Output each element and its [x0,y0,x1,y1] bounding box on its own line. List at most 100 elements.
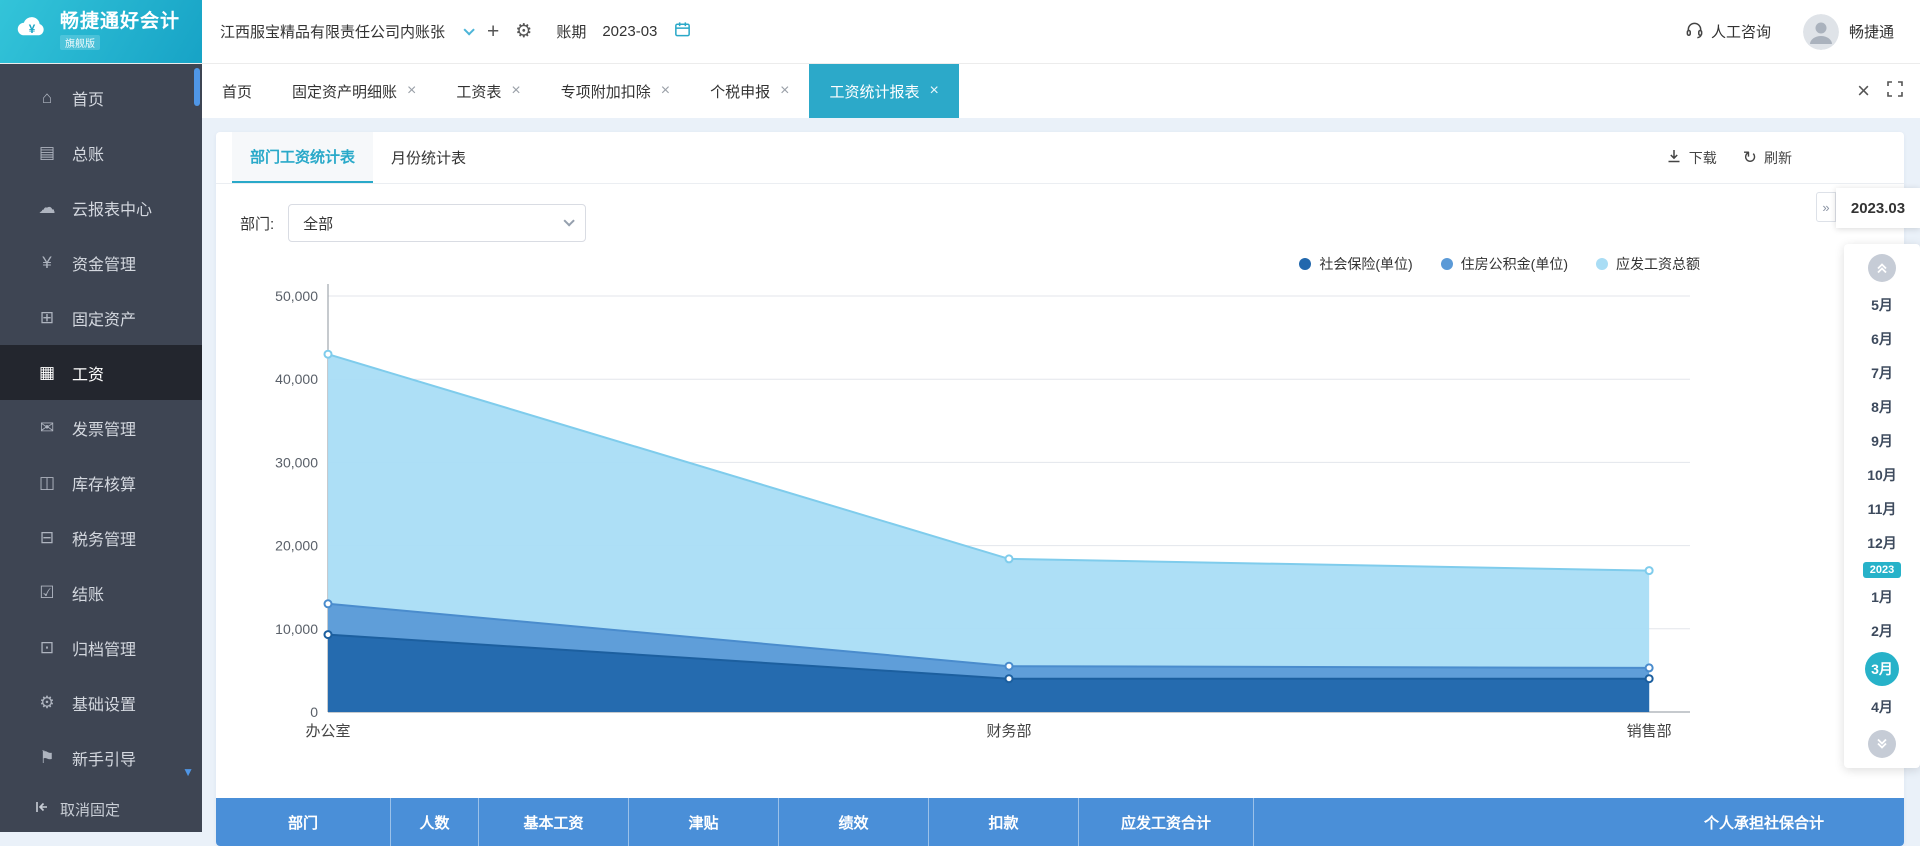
refresh-button[interactable]: ↻ 刷新 [1743,148,1792,168]
svg-text:40,000: 40,000 [275,371,318,387]
month-6月[interactable]: 6月 [1871,331,1893,347]
sidebar: ⌂ 首页 ▤ 总账 ☁ 云报表中心 ¥ 资金管理 ⊞ 固定资产 ▦ 工资 ✉ 发票管理 ◫ 库存核算 ⊟ 税务管理… [0,64,202,832]
settings-icon: ⚙ [39,692,55,712]
month-12月[interactable]: 12月 [1867,535,1897,551]
legend-label: 应发工资总额 [1616,256,1700,272]
sidebar-item-archive[interactable]: ⊡ 归档管理 [0,620,202,675]
sidebar-item-label: 发票管理 [72,421,137,439]
period-value[interactable]: 2023-03 [602,23,658,40]
legend-item-社会保险(单位)[interactable]: 社会保险(单位) [1299,254,1413,274]
download-icon [1666,148,1682,167]
tab-工资统计报表[interactable]: 工资统计报表 × [809,64,959,118]
tab-label: 首页 [222,83,253,101]
tab-close-icon[interactable]: × [660,82,671,99]
tab-label: 工资表 [456,83,502,101]
calendar-icon[interactable] [673,20,692,44]
sidebar-item-inventory[interactable]: ◫ 库存核算 [0,455,202,510]
sidebar-item-salary[interactable]: ▦ 工资 [0,345,202,400]
legend-dot-icon [1596,258,1608,270]
support-button[interactable]: 人工咨询 [1685,20,1771,43]
tab-首页[interactable]: 首页 [202,64,272,118]
month-7月[interactable]: 7月 [1871,365,1893,381]
sidebar-scroll-down-icon[interactable]: ▼ [182,765,194,779]
sidebar-item-label: 首页 [72,91,105,109]
topbar-main: 江西服宝精品有限责任公司内账张 + ⚙ 账期 2023-03 人工咨询 畅捷通 [202,0,1920,63]
month-10月[interactable]: 10月 [1867,467,1897,483]
app-logo: ¥ 畅捷通好会计 旗舰版 [0,0,202,63]
salary-table-header: 部门 人数 基本工资 津贴 绩效 扣款 应发工资合计 个人承担社保合计 [216,798,1904,846]
month-2月[interactable]: 2月 [1871,623,1893,639]
close-all-tabs-icon[interactable]: × [1857,78,1870,103]
archive-icon: ⊡ [39,637,55,657]
sidebar-item-label: 工资 [72,366,105,384]
tab-工资表[interactable]: 工资表 × [436,64,540,118]
month-9月[interactable]: 9月 [1871,433,1893,449]
app-title: 畅捷通好会计 [60,11,181,33]
month-scroll-up-button[interactable] [1868,254,1896,282]
svg-text:50,000: 50,000 [275,288,318,304]
download-button[interactable]: 下载 [1666,148,1717,168]
column-header-津贴: 津贴 [629,798,779,846]
sidebar-item-guide[interactable]: ⚑ 新手引导 [0,730,202,785]
sidebar-item-general-ledger[interactable]: ▤ 总账 [0,125,202,180]
sidebar-item-invoices[interactable]: ✉ 发票管理 [0,400,202,455]
legend-dot-icon [1299,258,1312,270]
user-name[interactable]: 畅捷通 [1848,24,1894,41]
svg-text:0: 0 [310,704,318,720]
month-list: 5月 6月 7月 8月 9月 10月 11月 12月 2023 1月 2月 3月 4月 [1862,288,1902,724]
period-label: 账期 [556,24,587,41]
month-5月[interactable]: 5月 [1871,297,1893,313]
tab-个税申报[interactable]: 个税申报 × [690,64,809,118]
month-scroll-down-button[interactable] [1868,730,1896,758]
report-card: 部门工资统计表 月份统计表 下载 ↻ 刷新 部门: 全部 [216,132,1904,846]
tab-close-icon[interactable]: × [407,82,417,99]
avatar[interactable] [1802,13,1839,50]
legend-item-应发工资总额[interactable]: 应发工资总额 [1596,254,1700,274]
month-11月[interactable]: 11月 [1867,501,1897,517]
month-8月[interactable]: 8月 [1871,399,1893,415]
tab-close-icon[interactable]: × [929,82,939,99]
sidebar-item-label: 资金管理 [72,256,137,274]
sidebar-scrollbar-thumb[interactable] [194,68,200,106]
subtab-部门工资统计表[interactable]: 部门工资统计表 [232,132,374,183]
month-panel-collapse-icon[interactable]: » [1816,192,1836,222]
sidebar-item-settings[interactable]: ⚙ 基础设置 [0,675,202,730]
unpin-sidebar-button[interactable]: 取消固定 [0,786,202,832]
current-period-box[interactable]: 2023.03 [1836,188,1920,228]
tab-close-icon[interactable]: × [780,82,790,99]
sidebar-item-closing[interactable]: ☑ 结账 [0,565,202,620]
sidebar-menu: ⌂ 首页 ▤ 总账 ☁ 云报表中心 ¥ 资金管理 ⊞ 固定资产 ▦ 工资 ✉ 发票管理 ◫ 库存核算 ⊟ 税务管理… [0,70,202,785]
sidebar-item-tax[interactable]: ⊟ 税务管理 [0,510,202,565]
subtab-月份统计表[interactable]: 月份统计表 [373,132,484,183]
sidebar-item-funds[interactable]: ¥ 资金管理 [0,235,202,290]
tab-label: 个税申报 [710,83,771,101]
invoices-icon: ✉ [39,417,55,437]
department-select[interactable]: 全部 [288,204,587,242]
sidebar-item-label: 基础设置 [72,696,137,714]
department-salary-chart: 0 10,000 20,000 30,000 40,000 50,000 办公室 财务部 销售部 [240,278,1904,753]
card-actions: 下载 ↻ 刷新 [1666,132,1904,183]
sidebar-item-label: 云报表中心 [72,201,153,219]
add-account-set-button[interactable]: + [487,20,500,43]
filter-row: 部门: 全部 [216,184,1904,242]
chevron-down-icon[interactable] [463,23,475,36]
sidebar-item-cloud-reports[interactable]: ☁ 云报表中心 [0,180,202,235]
column-header-应发工资合计: 应发工资合计 [1079,798,1254,846]
gear-icon[interactable]: ⚙ [515,21,533,42]
tab-固定资产明细账[interactable]: 固定资产明细账 × [272,64,436,118]
legend-item-住房公积金(单位)[interactable]: 住房公积金(单位) [1440,254,1568,274]
tab-专项附加扣除[interactable]: 专项附加扣除 × [541,64,690,118]
company-selector[interactable]: 江西服宝精品有限责任公司内账张 [220,24,446,41]
column-header-部门: 部门 [216,798,391,846]
department-select-value: 全部 [303,215,334,233]
sidebar-item-label: 总账 [72,146,105,164]
month-3月[interactable]: 3月 [1864,652,1899,686]
fullscreen-icon[interactable] [1886,80,1904,103]
tab-close-icon[interactable]: × [511,82,521,99]
sidebar-item-home[interactable]: ⌂ 首页 [0,70,202,125]
svg-text:20,000: 20,000 [275,538,318,554]
month-1月[interactable]: 1月 [1871,589,1893,605]
sidebar-item-fixed-assets[interactable]: ⊞ 固定资产 [0,290,202,345]
month-4月[interactable]: 4月 [1871,699,1893,715]
support-label: 人工咨询 [1710,24,1771,41]
